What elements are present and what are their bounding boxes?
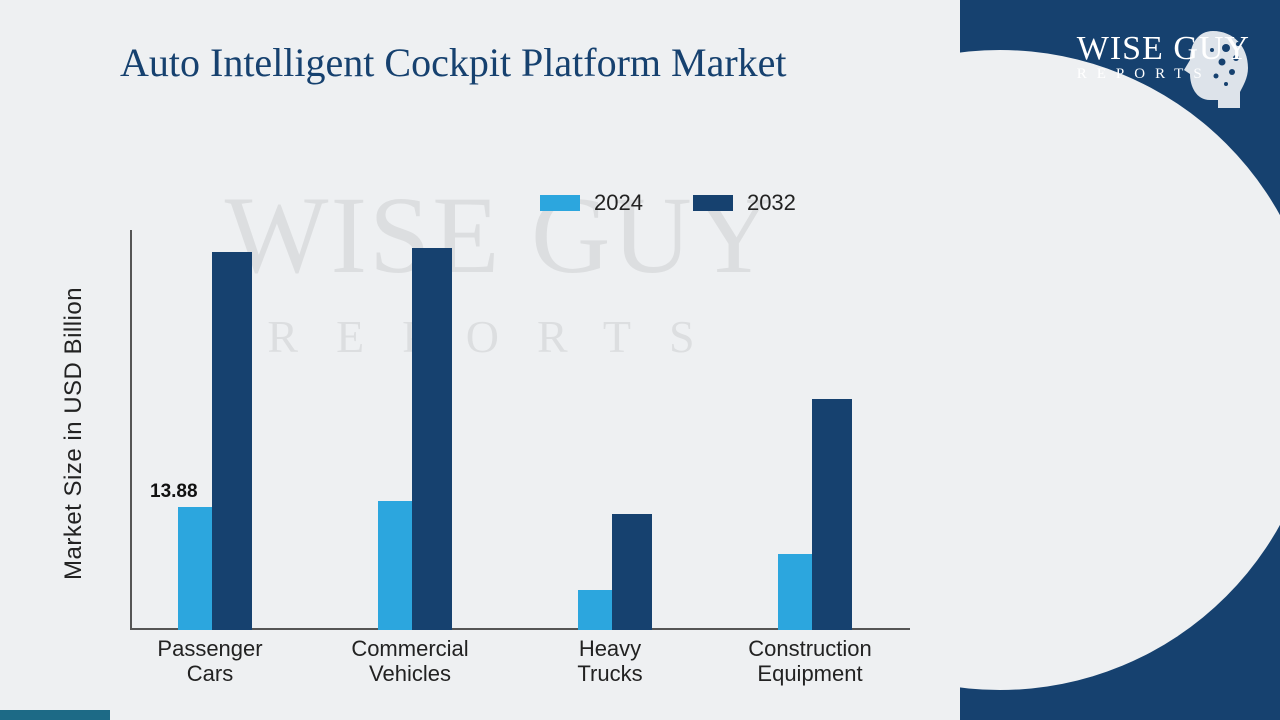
y-axis-line (130, 230, 132, 630)
legend-item-2032: 2032 (693, 190, 796, 216)
brand-line1: WISE GUY (1077, 30, 1250, 68)
bottom-accent-bar (0, 710, 110, 720)
bar-2032 (812, 399, 852, 630)
category-label: PassengerCars (120, 630, 300, 687)
legend-swatch-2024 (540, 195, 580, 211)
legend-swatch-2032 (693, 195, 733, 211)
category-label: HeavyTrucks (520, 630, 700, 687)
brand-line2: REPORTS (1077, 66, 1250, 83)
legend-label-2032: 2032 (747, 190, 796, 216)
bar-2032 (412, 248, 452, 630)
category-label: CommercialVehicles (320, 630, 500, 687)
y-axis-label: Market Size in USD Billion (60, 287, 88, 580)
bar-2032 (212, 252, 252, 630)
category-label: ConstructionEquipment (720, 630, 900, 687)
bar-2032 (612, 514, 652, 630)
plot-area: 13.88PassengerCarsCommercialVehiclesHeav… (130, 230, 910, 630)
brand-logo: WISE GUY REPORTS (1077, 30, 1250, 83)
legend-item-2024: 2024 (540, 190, 643, 216)
legend: 2024 2032 (540, 190, 796, 216)
chart-title: Auto Intelligent Cockpit Platform Market (120, 40, 787, 86)
bar-value-label: 13.88 (150, 481, 198, 503)
chart-canvas: WISE GUY REPORTS Auto Intelligent Cockpi… (0, 0, 1280, 720)
legend-label-2024: 2024 (594, 190, 643, 216)
